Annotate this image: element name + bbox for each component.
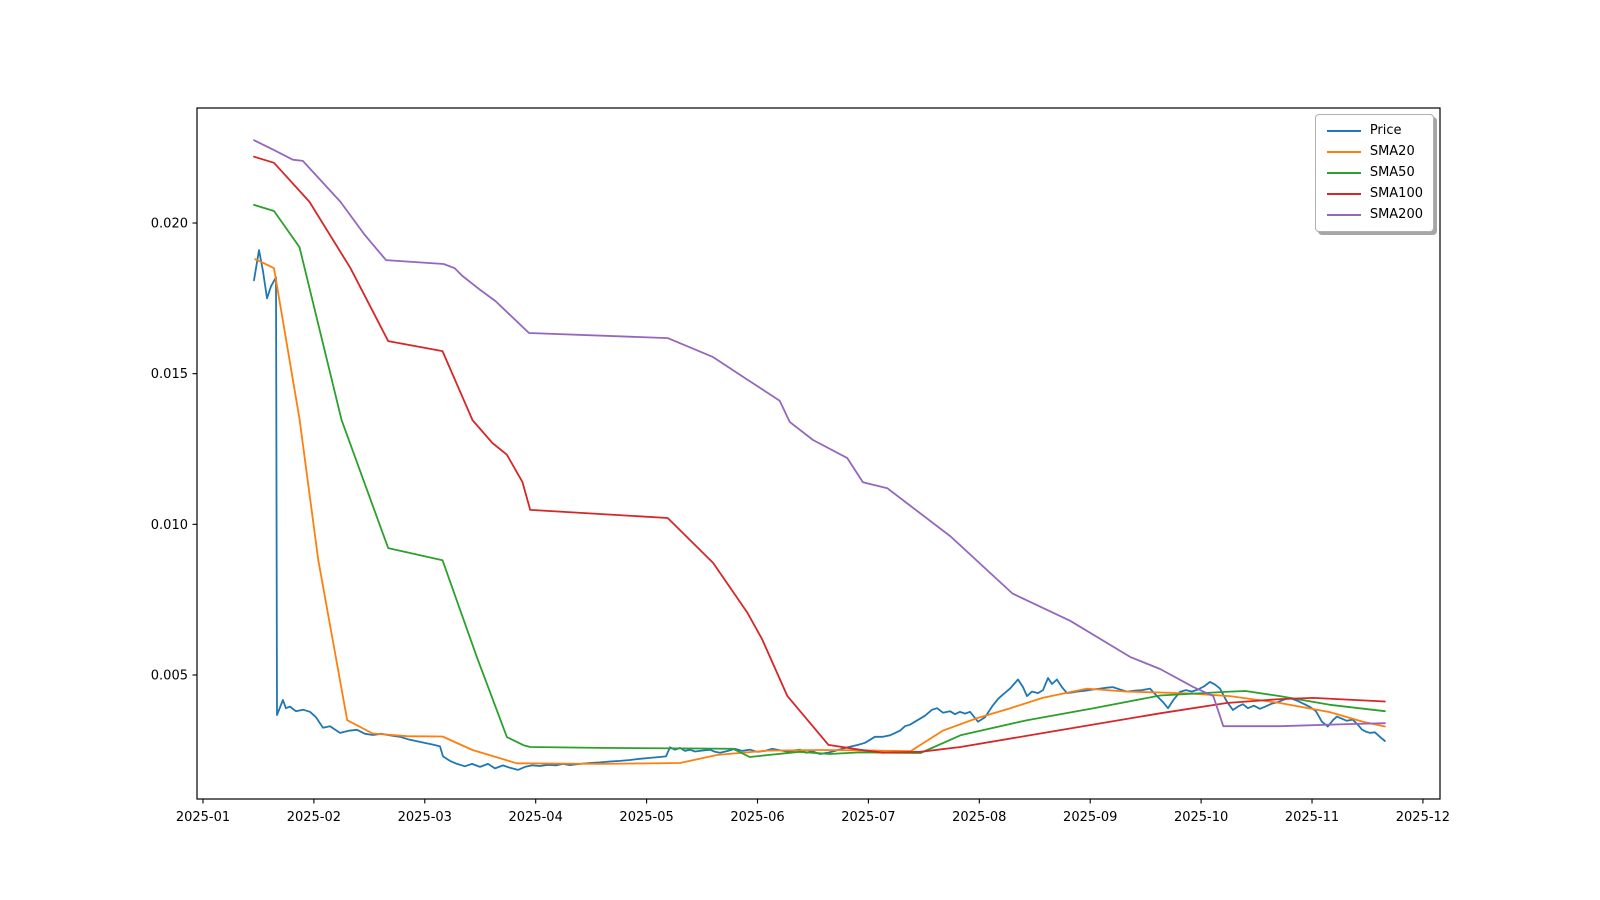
- legend-item-label: SMA50: [1369, 165, 1415, 180]
- legend-item-sma50: SMA50: [1326, 164, 1423, 181]
- y-tick-label: 0.015: [151, 367, 188, 382]
- legend-line-swatch: [1326, 213, 1361, 216]
- legend-item-sma100: SMA100: [1326, 185, 1423, 202]
- x-tick-label: 2025-05: [619, 810, 673, 825]
- legend-item-label: SMA200: [1369, 207, 1423, 222]
- legend-item-price: Price: [1326, 122, 1423, 139]
- series-line-price: [253, 249, 1386, 771]
- legend-item-label: SMA100: [1369, 186, 1423, 201]
- series-line-sma200: [253, 139, 1386, 728]
- legend-item-label: Price: [1369, 123, 1402, 138]
- x-tick-label: 2025-07: [841, 810, 895, 825]
- y-tick-label: 0.010: [151, 518, 188, 533]
- legend-line-swatch: [1326, 192, 1361, 195]
- x-tick-label: 2025-02: [287, 810, 341, 825]
- legend-item-sma200: SMA200: [1326, 206, 1423, 223]
- y-tick-label: 0.005: [151, 669, 188, 684]
- x-tick-label: 2025-04: [509, 810, 563, 825]
- x-tick-label: 2025-12: [1396, 810, 1450, 825]
- x-tick-label: 2025-03: [398, 810, 452, 825]
- axes-frame: [196, 107, 1441, 800]
- series-line-sma20: [254, 258, 1386, 765]
- series-line-sma50: [253, 204, 1386, 758]
- legend-line-swatch: [1326, 129, 1361, 132]
- x-tick-label: 2025-11: [1285, 810, 1339, 825]
- legend-item-label: SMA20: [1369, 144, 1415, 159]
- x-tick-label: 2025-06: [730, 810, 784, 825]
- x-tick-label: 2025-08: [952, 810, 1006, 825]
- legend-line-swatch: [1326, 150, 1361, 153]
- x-tick-label: 2025-10: [1174, 810, 1228, 825]
- x-tick-label: 2025-01: [176, 810, 230, 825]
- legend-line-swatch: [1326, 171, 1361, 174]
- y-tick-label: 0.020: [151, 217, 188, 232]
- legend-item-sma20: SMA20: [1326, 143, 1423, 160]
- x-tick-label: 2025-09: [1063, 810, 1117, 825]
- legend: Price SMA20 SMA50 SMA100 SMA200: [1314, 114, 1434, 232]
- series-line-sma100: [253, 155, 1386, 754]
